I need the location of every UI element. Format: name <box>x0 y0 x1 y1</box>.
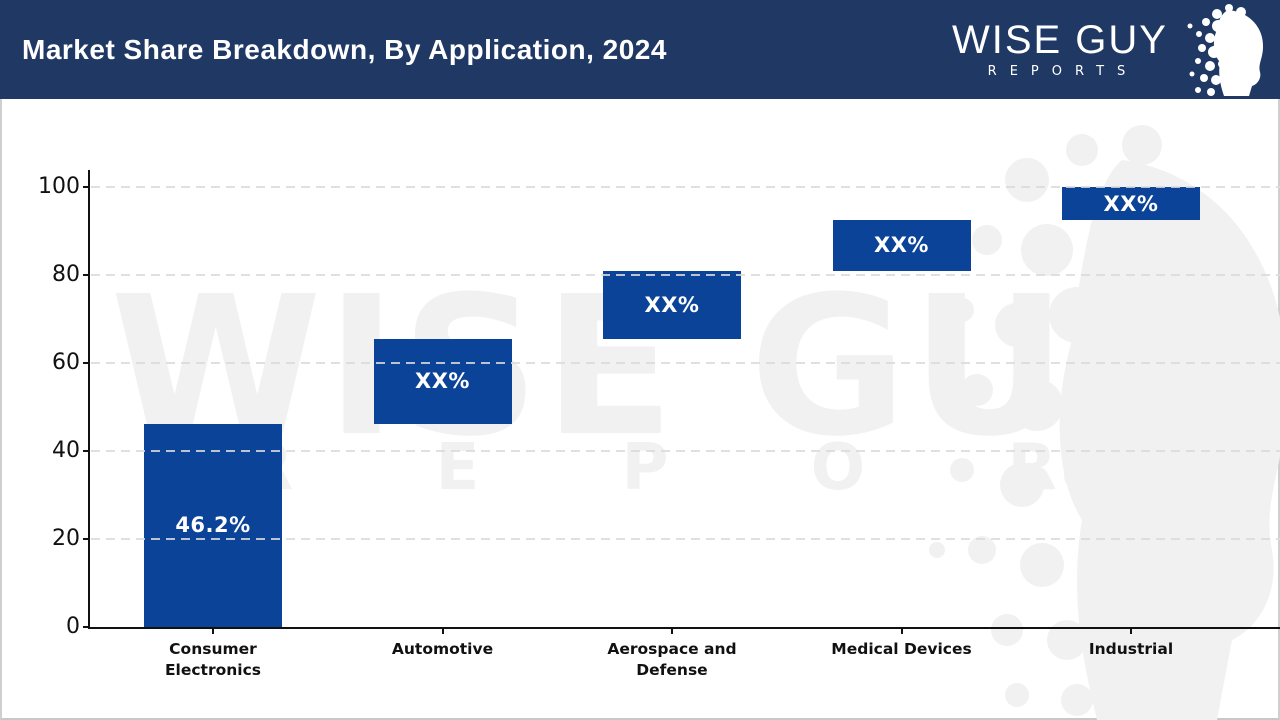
logo-wordmark: WISE GUY <box>951 18 1168 62</box>
y-tick-label-40: 40 <box>52 438 80 463</box>
wiseguy-logo: WISE GUY REPORTS <box>952 3 1280 96</box>
y-tick-label-20: 20 <box>52 526 80 551</box>
y-tick-mark-80 <box>83 274 90 276</box>
gridline-40 <box>91 450 1280 452</box>
logo-subtitle: REPORTS <box>987 64 1139 79</box>
x-tick-mark-1 <box>212 627 214 634</box>
logo-text: WISE GUY REPORTS <box>952 20 1168 79</box>
y-tick-mark-20 <box>83 538 90 540</box>
x-tick-mark-5 <box>1130 627 1132 634</box>
bar-automotive: XX% <box>373 338 512 424</box>
y-tick-mark-60 <box>83 362 90 364</box>
y-axis-line <box>88 170 90 629</box>
x-tick-mark-2 <box>441 627 444 634</box>
logo-head-icon <box>1187 3 1264 96</box>
gridline-100 <box>91 186 1280 188</box>
category-label-3: Aerospace and Defense <box>607 640 737 679</box>
x-axis-line <box>88 627 1280 629</box>
page-title: Market Share Breakdown, By Application, … <box>22 33 667 65</box>
category-label-2: Automotive <box>391 640 494 658</box>
bar-aerospace-and-defense: XX% <box>603 270 741 339</box>
bar-medical-devices: XX% <box>832 220 971 271</box>
y-tick-label-80: 80 <box>52 262 80 287</box>
category-label-1: Consumer Electronics <box>164 640 262 679</box>
y-tick-label-100: 100 <box>38 174 80 199</box>
y-tick-label-0: 0 <box>66 614 80 639</box>
gridline-20 <box>91 538 1280 540</box>
gridline-80 <box>91 274 1280 276</box>
header-bar: Market Share Breakdown, By Application, … <box>0 0 1280 99</box>
category-label-5: Industrial <box>1088 640 1174 658</box>
gridline-60 <box>91 362 1280 364</box>
category-label-4: Medical Devices <box>831 640 972 658</box>
bar-industrial: XX% <box>1062 187 1200 220</box>
bar-value-label: XX% <box>874 233 929 258</box>
x-tick-mark-4 <box>900 627 903 634</box>
bar-value-label: 46.2% <box>175 513 251 538</box>
y-tick-mark-40 <box>83 450 90 452</box>
bar-value-label: XX% <box>415 369 470 394</box>
x-tick-mark-3 <box>671 627 673 634</box>
bar-value-label: XX% <box>644 292 700 317</box>
watermark-head-icon <box>929 125 1280 720</box>
bar-consumer-electronics: 46.2% <box>144 423 282 627</box>
y-tick-mark-0 <box>83 626 90 628</box>
bar-value-label: XX% <box>1103 191 1159 216</box>
y-tick-label-60: 60 <box>52 350 80 375</box>
y-tick-mark-100 <box>83 186 90 188</box>
